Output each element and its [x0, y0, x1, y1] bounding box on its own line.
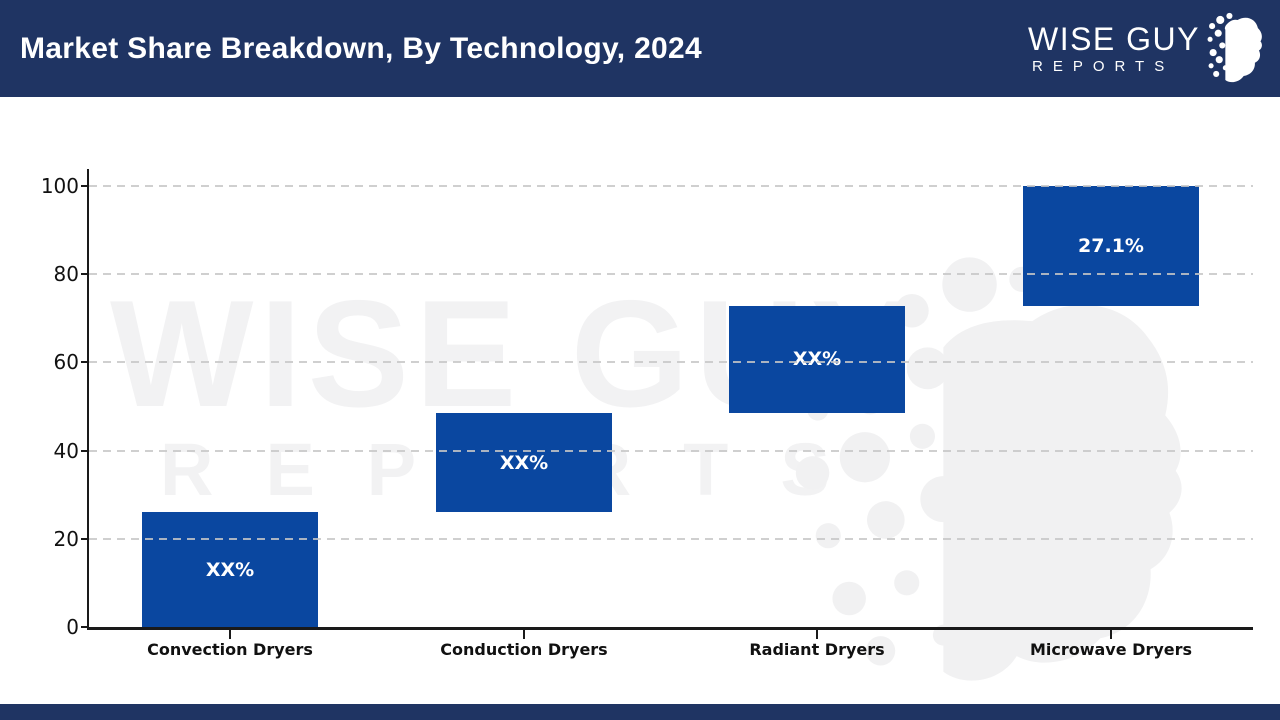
page-title: Market Share Breakdown, By Technology, 2…: [20, 31, 703, 65]
brand-logo-text: WISE GUY REPORTS: [1028, 23, 1200, 74]
bar-microwave-dryers: 27.1%: [1023, 186, 1199, 306]
y-tick-label-20: 20: [53, 526, 79, 551]
gridline-20: [89, 537, 1253, 540]
gridline-40: [89, 449, 1253, 452]
y-tick-label-40: 40: [53, 438, 79, 463]
chart-canvas: WISE GUY REPORTS XX%XX%XX%27.1%020406080…: [0, 97, 1280, 704]
gridline-80: [89, 273, 1253, 276]
gridline-100: [89, 185, 1253, 187]
bar-value-label: XX%: [792, 348, 842, 371]
category-label-microwave-dryers: Microwave Dryers: [1029, 640, 1193, 659]
y-tick-label-100: 100: [40, 174, 79, 198]
gridline-60: [89, 361, 1253, 364]
x-tick-mark-3: [816, 630, 818, 639]
bar-conduction-dryers: XX%: [436, 412, 612, 513]
category-label-conduction-dryers: Conduction Dryers: [440, 640, 608, 659]
y-tick-mark-60: [81, 361, 89, 364]
y-tick-mark-100: [81, 185, 89, 187]
x-tick-mark-1: [229, 630, 231, 639]
bar-value-label: XX%: [499, 451, 549, 474]
brand-subtitle: REPORTS: [1031, 58, 1175, 75]
category-label-convection-dryers: Convection Dryers: [147, 640, 313, 659]
brand-name: WISE GUY: [1027, 21, 1200, 57]
header-bar: Market Share Breakdown, By Technology, 2…: [0, 0, 1280, 97]
x-tick-mark-2: [523, 630, 525, 639]
y-tick-mark-0: [81, 626, 89, 628]
category-label-radiant-dryers: Radiant Dryers: [749, 640, 885, 659]
brand-logo: WISE GUY REPORTS: [1028, 10, 1262, 88]
x-axis-line: [87, 627, 1253, 630]
y-tick-mark-40: [81, 449, 89, 452]
y-tick-label-0: 0: [66, 615, 79, 639]
bar-value-label: 27.1%: [1078, 234, 1144, 257]
y-tick-mark-80: [81, 273, 89, 276]
watermark-face-icon: [795, 255, 1182, 681]
y-tick-label-60: 60: [53, 350, 79, 375]
bar-value-label: XX%: [205, 558, 255, 581]
y-tick-mark-20: [81, 537, 89, 540]
y-axis-line: [87, 169, 89, 629]
y-tick-label-80: 80: [53, 262, 79, 287]
bar-radiant-dryers: XX%: [729, 305, 905, 413]
x-tick-mark-4: [1110, 630, 1112, 639]
brand-face-icon: [1207, 12, 1262, 82]
footer-bar: [0, 704, 1280, 720]
bar-convection-dryers: XX%: [142, 512, 318, 627]
